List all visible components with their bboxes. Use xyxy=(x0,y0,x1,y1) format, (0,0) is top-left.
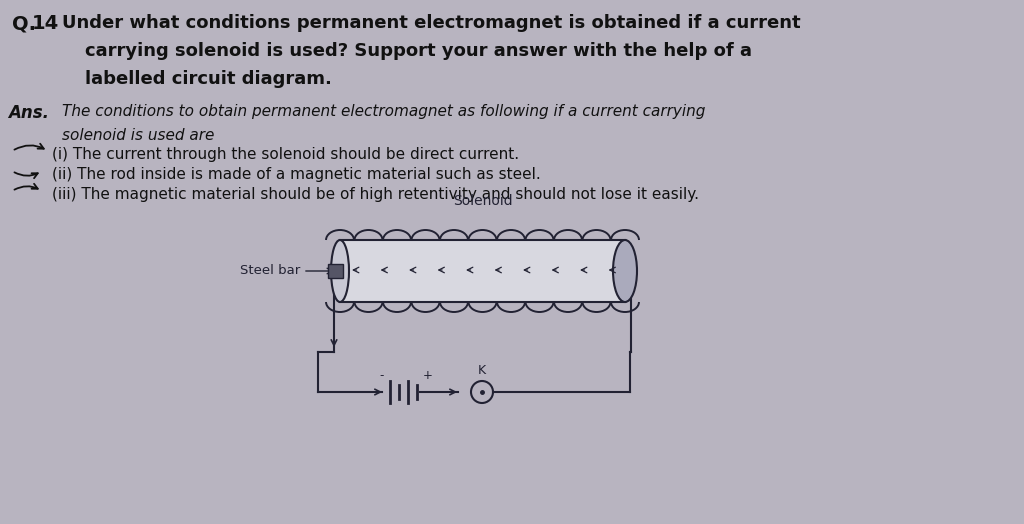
Bar xyxy=(328,264,343,278)
Text: +: + xyxy=(423,369,433,382)
Text: -: - xyxy=(380,369,384,382)
Text: The conditions to obtain permanent electromagnet as following if a current carry: The conditions to obtain permanent elect… xyxy=(62,104,706,119)
Ellipse shape xyxy=(331,240,349,302)
Text: solenoid is used are: solenoid is used are xyxy=(62,128,214,143)
Text: carrying solenoid is used? Support your answer with the help of a: carrying solenoid is used? Support your … xyxy=(85,42,752,60)
Text: Steel bar: Steel bar xyxy=(240,265,300,278)
Text: K: K xyxy=(478,364,486,377)
Text: labelled circuit diagram.: labelled circuit diagram. xyxy=(85,70,332,88)
Text: Under what conditions permanent electromagnet is obtained if a current: Under what conditions permanent electrom… xyxy=(62,14,801,32)
Text: Solenoid: Solenoid xyxy=(453,194,512,208)
Bar xyxy=(340,240,625,302)
Text: 14: 14 xyxy=(32,14,59,33)
Text: (ii) The rod inside is made of a magnetic material such as steel.: (ii) The rod inside is made of a magneti… xyxy=(52,167,541,182)
Text: (iii) The magnetic material should be of high retentivity and should not lose it: (iii) The magnetic material should be of… xyxy=(52,187,699,202)
Text: Q.: Q. xyxy=(12,14,36,33)
Text: (i) The current through the solenoid should be direct current.: (i) The current through the solenoid sho… xyxy=(52,147,519,162)
Text: Ans.: Ans. xyxy=(8,104,49,122)
Ellipse shape xyxy=(613,240,637,302)
